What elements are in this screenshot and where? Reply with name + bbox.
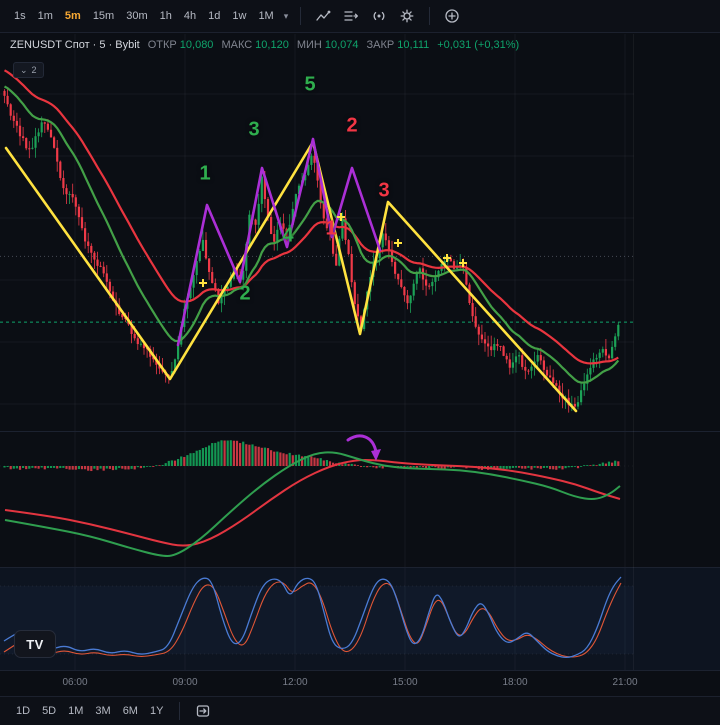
toolbar-separator (179, 702, 181, 720)
range-button-6M[interactable]: 6M (117, 702, 144, 720)
close-group: ЗАКР 10,111 (367, 39, 430, 51)
interval-button-1w[interactable]: 1w (226, 6, 252, 26)
interval-button-15m[interactable]: 15m (87, 6, 120, 26)
time-label-18:00: 18:00 (502, 677, 528, 688)
toolbar-separator (429, 7, 431, 25)
interval-button-1M[interactable]: 1M (252, 6, 279, 26)
object-tree-chip[interactable]: ⌄ 2 (13, 62, 44, 78)
open-value: 10,080 (179, 39, 214, 51)
symbol-legend: ZENUSDT Спот · 5 · Bybit ОТКР 10,080 МАК… (10, 39, 519, 51)
high-value: 10,120 (255, 39, 289, 51)
time-axis[interactable]: 06:00 09:00 12:00 15:00 18:00 21:00 (0, 671, 720, 694)
time-label-09:00: 09:00 (172, 677, 198, 688)
alerts-icon[interactable] (366, 3, 392, 29)
interval-group: 1s 1m 5m 15m 30m 1h 4h 1d 1w 1M (8, 6, 280, 26)
compare-plus-icon[interactable] (439, 3, 465, 29)
range-button-1Y[interactable]: 1Y (144, 702, 169, 720)
goto-date-icon[interactable] (190, 698, 216, 724)
interval-button-30m[interactable]: 30m (120, 6, 153, 26)
time-label-12:00: 12:00 (282, 677, 308, 688)
interval-button-1s[interactable]: 1s (8, 6, 32, 26)
goto-date-slot (190, 698, 216, 724)
close-value: 10,111 (397, 39, 430, 51)
macd-panel (0, 434, 634, 558)
toolbar-separator (300, 7, 302, 25)
high-label: МАКС (221, 39, 253, 51)
interval-button-1d[interactable]: 1d (202, 6, 226, 26)
settings-icon[interactable] (394, 3, 420, 29)
templates-icon[interactable] (338, 3, 364, 29)
low-group: МИН 10,074 (297, 39, 359, 51)
range-button-1D[interactable]: 1D (10, 702, 36, 720)
open-label: ОТКР (147, 39, 177, 51)
low-value: 10,074 (324, 39, 359, 51)
compare-slot (439, 3, 465, 29)
symbol-title[interactable]: ZENUSDT Спот · 5 · Bybit (10, 39, 140, 51)
tradingview-logo[interactable]: TV (14, 630, 56, 658)
top-toolbar: 1s 1m 5m 15m 30m 1h 4h 1d 1w 1M ▾ (0, 0, 720, 33)
change-value: +0,031 (+0,31%) (437, 39, 520, 51)
interval-button-5m[interactable]: 5m (59, 6, 87, 26)
range-button-1M[interactable]: 1M (62, 702, 89, 720)
time-label-21:00: 21:00 (612, 677, 638, 688)
main-price-panel (0, 69, 634, 413)
close-label: ЗАКР (366, 39, 395, 51)
open-group: ОТКР 10,080 (148, 39, 214, 51)
low-label: МИН (296, 39, 322, 51)
interval-button-4h[interactable]: 4h (178, 6, 202, 26)
high-group: МАКС 10,120 (221, 39, 288, 51)
range-button-3M[interactable]: 3M (89, 702, 116, 720)
chart-style-icon[interactable] (310, 3, 336, 29)
interval-button-1h[interactable]: 1h (154, 6, 178, 26)
time-label-06:00: 06:00 (62, 677, 88, 688)
chevron-down-icon: ⌄ (20, 65, 28, 75)
toolbar-icons (310, 3, 420, 29)
bottom-toolbar: 1D 5D 1M 3M 6M 1Y (0, 696, 720, 725)
interval-button-1m[interactable]: 1m (32, 6, 59, 26)
tradingview-logo-text: TV (26, 636, 44, 652)
range-group: 1D 5D 1M 3M 6M 1Y (10, 702, 169, 720)
object-count: 2 (31, 65, 37, 75)
range-button-5D[interactable]: 5D (36, 702, 62, 720)
stochastic-panel (3, 576, 622, 659)
time-label-15:00: 15:00 (392, 677, 418, 688)
intervals-dropdown-caret[interactable]: ▾ (283, 10, 289, 21)
